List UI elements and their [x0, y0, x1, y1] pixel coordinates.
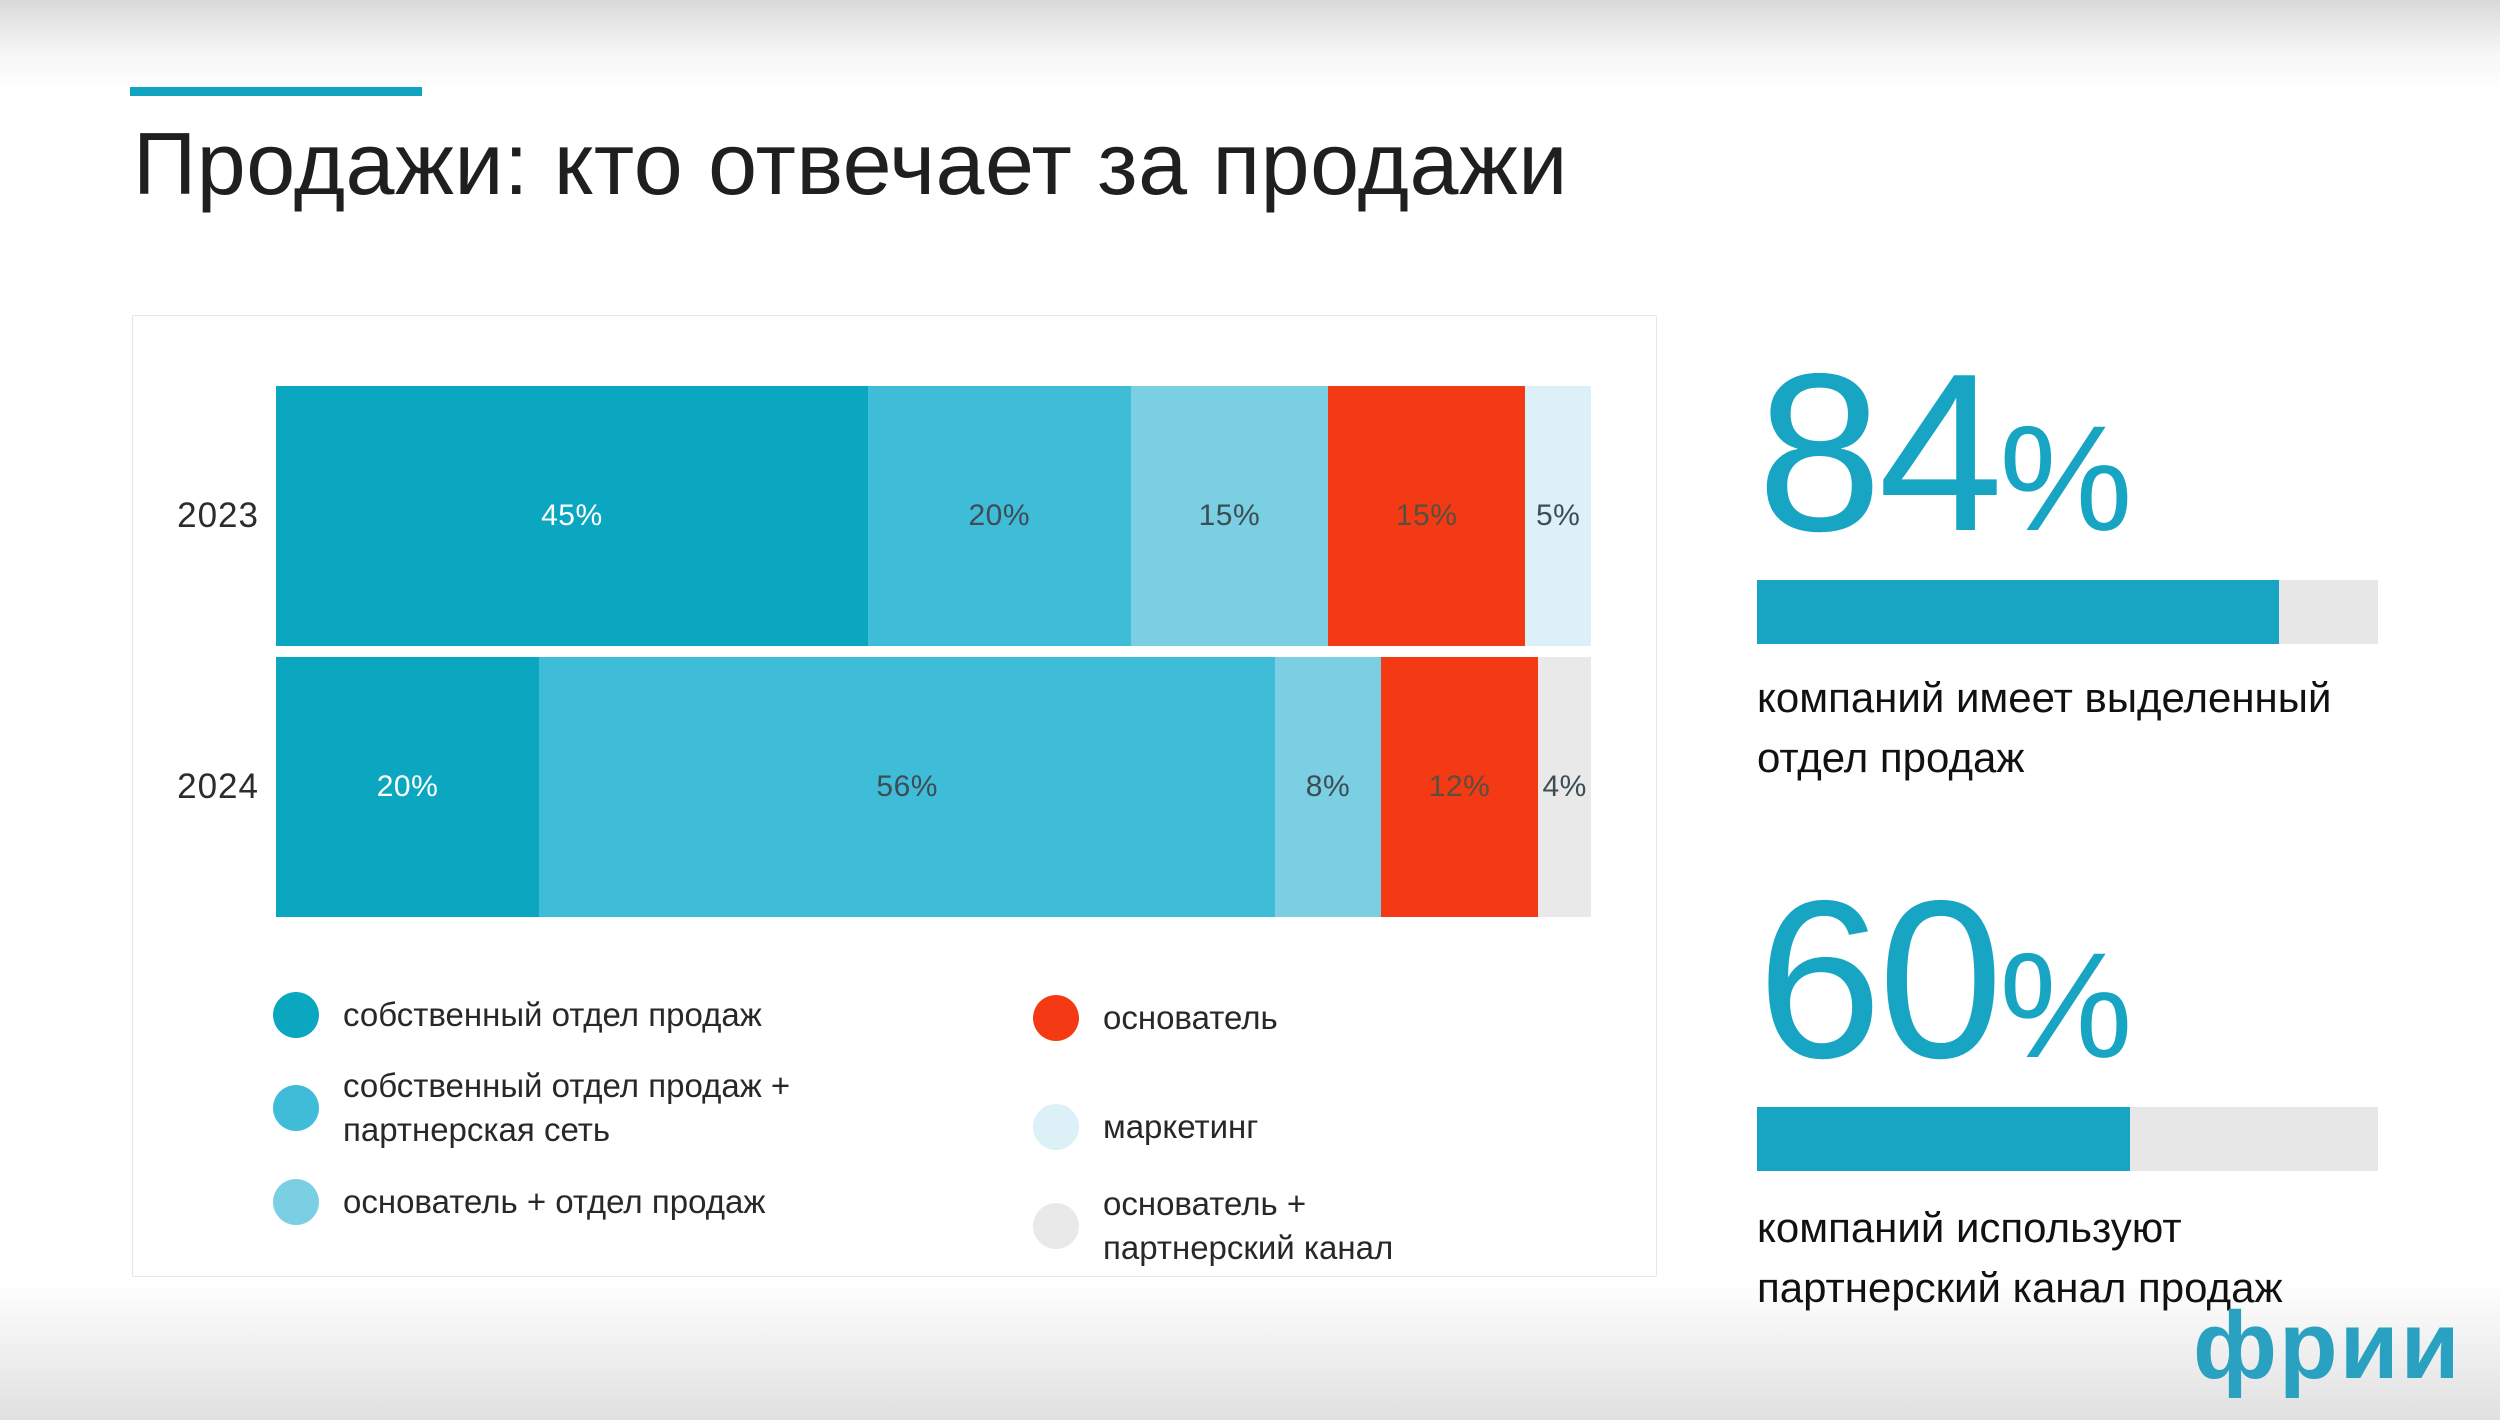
- legend-item: основатель: [1033, 995, 1278, 1041]
- segment-value-label: 20%: [968, 499, 1031, 532]
- brand-logo: фрии: [2193, 1292, 2462, 1399]
- legend-label: основатель: [1103, 999, 1278, 1036]
- segment-value-label: 12%: [1428, 770, 1491, 803]
- stat-block-dedicated-sales: 84%: [1757, 340, 2387, 591]
- bar-stack: 45% 20% 15% 15% 5%: [276, 386, 1591, 646]
- stat-caption-line: партнерский канал продаж: [1757, 1264, 2283, 1311]
- accent-line: [130, 87, 422, 96]
- legend-item: маркетинг: [1033, 1104, 1258, 1150]
- stat-number: 84%: [1757, 340, 2387, 591]
- year-label: 2024: [177, 767, 259, 806]
- chart-panel: 2023 45% 20% 15% 15% 5% 2024 20% 56% 8% 12% 4% собс…: [132, 315, 1657, 1277]
- progress-fill-84: [1757, 580, 2279, 644]
- legend-item: основатель + отдел продаж: [273, 1179, 765, 1225]
- bar-segment: 15%: [1328, 386, 1526, 646]
- legend-item: основатель + партнерский канал: [1033, 1182, 1393, 1270]
- year-label: 2023: [177, 496, 259, 535]
- bar-row-2023: 2023 45% 20% 15% 15% 5%: [133, 386, 1656, 646]
- segment-value-label: 56%: [876, 770, 938, 803]
- stat-value: 84: [1757, 326, 2003, 578]
- segment-value-label: 15%: [1395, 499, 1458, 532]
- stat-value: 60: [1757, 853, 2003, 1105]
- stat-caption-line: отдел продаж: [1757, 734, 2025, 781]
- stat-percent-sign: %: [1999, 394, 2133, 562]
- segment-value-label: 5%: [1535, 499, 1581, 532]
- bar-segment: 15%: [1130, 386, 1328, 646]
- segment-value-label: 8%: [1305, 770, 1351, 803]
- stat-caption-60: компаний используют партнерский канал пр…: [1757, 1198, 2283, 1318]
- stat-caption-line: компаний имеет выделенный: [1757, 674, 2332, 721]
- progress-fill-60: [1757, 1107, 2130, 1171]
- segment-value-label: 15%: [1198, 499, 1261, 532]
- bar-segment: 45%: [276, 386, 868, 646]
- bar-segment: 4%: [1538, 657, 1591, 917]
- legend-dot: [1033, 1104, 1079, 1150]
- legend-item: собственный отдел продаж + партнерская се…: [273, 1064, 790, 1152]
- bar-segment: 8%: [1275, 657, 1381, 917]
- bar-segment: 56%: [539, 657, 1276, 917]
- bar-row-2024: 2024 20% 56% 8% 12% 4%: [133, 657, 1656, 917]
- bar-segment: 20%: [867, 386, 1131, 646]
- legend-item: собственный отдел продаж: [273, 992, 762, 1038]
- segment-value-label: 4%: [1542, 770, 1587, 803]
- legend-label: основатель + отдел продаж: [343, 1183, 766, 1220]
- segment-value-label: 20%: [376, 770, 439, 803]
- legend-label: собственный отдел продаж + партнерская се…: [343, 1067, 791, 1148]
- legend-dot: [1033, 995, 1079, 1041]
- segment-value-label: 45%: [541, 499, 603, 532]
- stat-caption-84: компаний имеет выделенный отдел продаж: [1757, 668, 2331, 788]
- legend-label: основатель + партнерский канал: [1103, 1185, 1394, 1266]
- stat-percent-sign: %: [1999, 921, 2133, 1089]
- legend-dot: [273, 1179, 319, 1225]
- progress-bar-60: [1757, 1107, 2378, 1171]
- bar-segment: 12%: [1380, 657, 1539, 917]
- legend-label: собственный отдел продаж: [343, 996, 762, 1033]
- legend-dot: [273, 1085, 319, 1131]
- legend-label: маркетинг: [1103, 1108, 1259, 1145]
- bar-segment: 5%: [1525, 386, 1591, 646]
- bar-segment: 20%: [276, 657, 539, 917]
- stat-caption-line: компаний используют: [1757, 1204, 2182, 1251]
- legend-dot: [273, 992, 319, 1038]
- stat-number: 60%: [1757, 867, 2387, 1118]
- progress-bar-84: [1757, 580, 2378, 644]
- legend-dot: [1033, 1203, 1079, 1249]
- stat-block-partner-channel: 60%: [1757, 867, 2387, 1118]
- bar-stack: 20% 56% 8% 12% 4%: [276, 657, 1591, 917]
- page-title: Продажи: кто отвечает за продажи: [133, 114, 1568, 213]
